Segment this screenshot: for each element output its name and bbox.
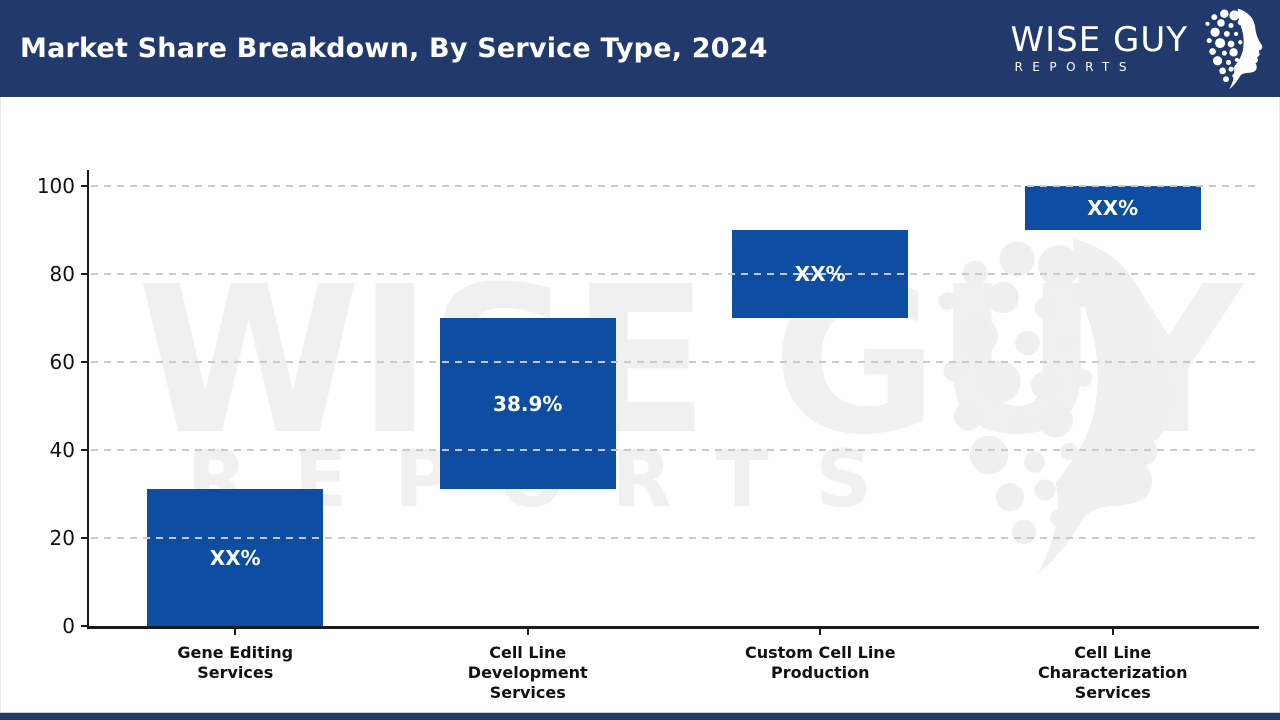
y-axis-tick-label: 80 xyxy=(49,262,75,286)
bottom-divider xyxy=(0,712,1280,713)
waterfall-bar xyxy=(439,318,616,490)
y-axis-tick-label: 20 xyxy=(49,526,75,550)
x-axis-category-label: Custom Cell Line Production xyxy=(670,643,970,683)
bar-value-label: XX% xyxy=(209,545,261,570)
y-gridline xyxy=(91,537,1259,539)
waterfall-bar xyxy=(147,489,324,626)
x-axis-tick xyxy=(1111,629,1114,635)
footer-bar xyxy=(0,713,1280,720)
wiseguy-face-icon xyxy=(1205,8,1263,89)
x-axis-category-line: Cell Line xyxy=(489,643,567,662)
y-axis-line xyxy=(87,170,89,629)
header-bar: Market Share Breakdown, By Service Type,… xyxy=(0,0,1280,97)
y-axis-tick-label: 40 xyxy=(49,438,75,462)
logo-reports-text: REPORTS xyxy=(1014,60,1136,74)
bar-value-label: XX% xyxy=(1087,196,1139,220)
x-axis-tick xyxy=(234,629,237,635)
x-axis-category-line: Characterization xyxy=(1037,663,1188,682)
x-axis-tick xyxy=(526,629,529,635)
x-axis-category-line: Custom Cell Line xyxy=(744,643,896,662)
bar-value-label: 38.9% xyxy=(493,391,563,416)
y-gridline xyxy=(91,273,1259,275)
x-axis-category-line: Gene Editing xyxy=(177,643,294,662)
waterfall-bar xyxy=(1024,186,1201,230)
x-axis-category-line: Services xyxy=(489,683,566,702)
logo-wordmark: WISE GUY xyxy=(1010,20,1188,60)
logo-text-block: WISE GUY REPORTS xyxy=(1010,23,1188,74)
y-axis-tick-label: 0 xyxy=(62,614,75,638)
y-axis-tick-label: 100 xyxy=(36,174,75,198)
y-axis-tick xyxy=(81,361,87,363)
y-axis-tick xyxy=(81,537,87,539)
y-axis-tick-label: 60 xyxy=(49,350,75,374)
brand-logo: WISE GUY REPORTS xyxy=(1010,7,1270,91)
y-axis-tick xyxy=(81,273,87,275)
y-gridline xyxy=(91,361,1259,363)
y-gridline xyxy=(91,185,1259,187)
x-axis-line xyxy=(87,626,1259,629)
x-axis-category-line: Production xyxy=(771,663,870,682)
page-title: Market Share Breakdown, By Service Type,… xyxy=(20,33,768,64)
x-axis-category-label: Gene Editing Services xyxy=(85,643,385,683)
y-axis-tick xyxy=(81,185,87,187)
x-axis-category-line: Services xyxy=(1074,683,1151,702)
bar-value-label: XX% xyxy=(794,262,846,286)
waterfall-chart: 0 20 40 60 80 100 XX% Gene Editing Services 38.9%… xyxy=(1,97,1279,712)
x-axis-category-line: Development xyxy=(467,663,588,682)
y-gridline xyxy=(91,449,1259,451)
x-axis-category-label: Cell Line Development Services xyxy=(378,643,678,703)
y-axis-tick xyxy=(81,449,87,451)
x-axis-category-line: Cell Line xyxy=(1074,643,1152,662)
y-axis-tick xyxy=(81,625,87,627)
x-axis-category-line: Services xyxy=(197,663,274,682)
x-axis-category-label: Cell Line Characterization Services xyxy=(963,643,1263,703)
x-axis-tick xyxy=(819,629,822,635)
